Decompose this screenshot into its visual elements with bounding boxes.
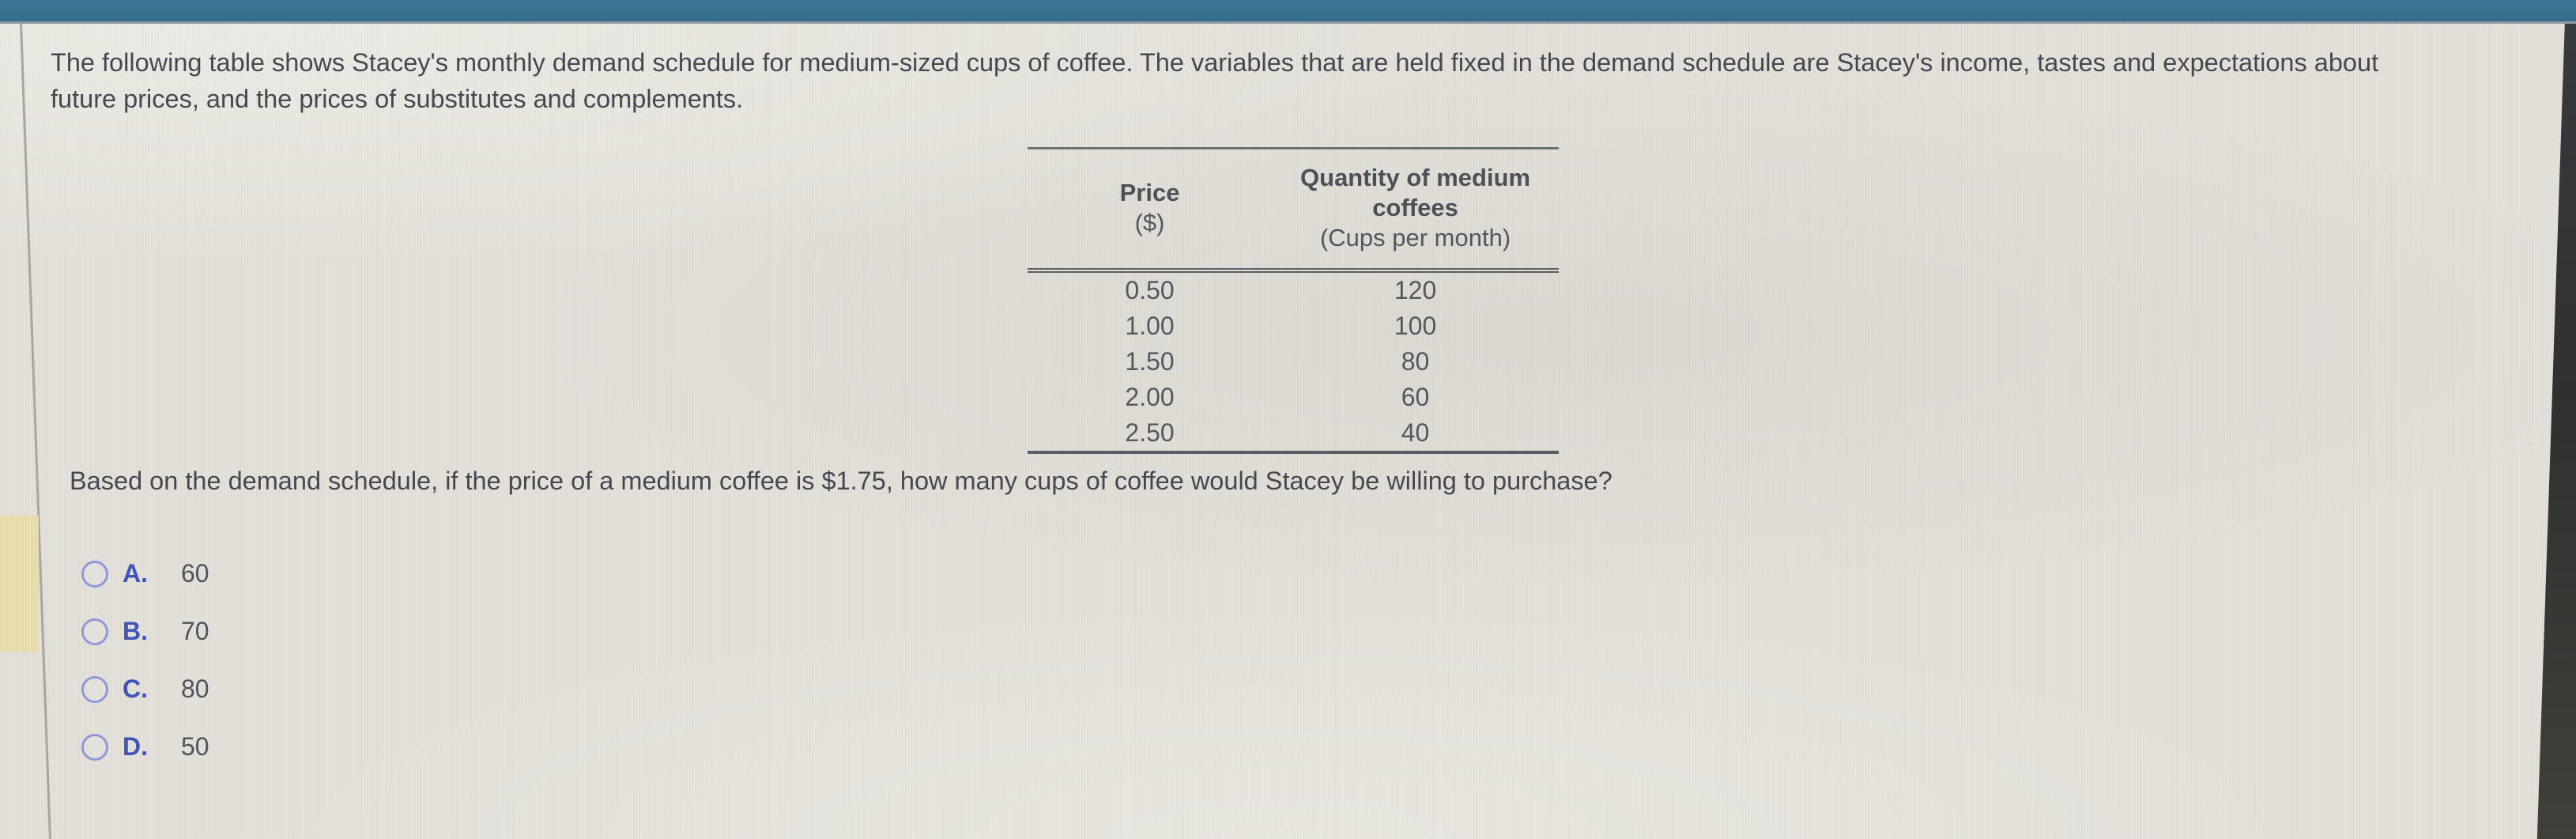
- table-row: 2.00 60: [1028, 380, 1559, 415]
- demand-schedule-table: Price ($) Quantity of medium coffees (Cu…: [1028, 147, 1559, 454]
- quantity-cell: 80: [1401, 347, 1430, 376]
- left-highlight-mark: [0, 516, 39, 652]
- price-cell: 2.50: [1125, 418, 1175, 447]
- price-header-unit: ($): [1134, 209, 1165, 236]
- option-d-value: 50: [181, 732, 209, 761]
- table-row: 1.00 100: [1028, 308, 1559, 344]
- panel-left-divider: [20, 23, 52, 839]
- quantity-column-header: Quantity of medium coffees (Cups per mon…: [1272, 148, 1559, 273]
- quantity-cell: 60: [1401, 383, 1430, 411]
- quantity-cell: 40: [1401, 418, 1430, 447]
- option-b-value: 70: [181, 617, 209, 645]
- table-row: 1.50 80: [1028, 344, 1559, 380]
- option-d-letter: D.: [123, 732, 148, 761]
- option-row-b: B. 70: [81, 603, 209, 660]
- question-prompt-text: Based on the demand schedule, if the pri…: [70, 467, 1612, 495]
- quantity-header-unit: (Cups per month): [1319, 224, 1511, 251]
- quantity-cell: 100: [1394, 312, 1437, 340]
- question-intro-text: The following table shows Stacey's month…: [51, 48, 2379, 113]
- option-b-letter: B.: [123, 617, 148, 645]
- quantity-cell: 120: [1394, 276, 1437, 304]
- price-header-label: Price: [1119, 179, 1180, 206]
- option-c-radio[interactable]: [81, 675, 108, 703]
- quantity-header-label-line1: Quantity of medium: [1300, 164, 1531, 191]
- price-column-header: Price ($): [1028, 148, 1273, 273]
- table-header-row: Price ($) Quantity of medium coffees (Cu…: [1028, 148, 1559, 273]
- price-cell: 1.00: [1125, 312, 1175, 340]
- question-panel: The following table shows Stacey's month…: [0, 23, 2576, 839]
- option-a-value: 60: [181, 559, 209, 588]
- price-cell: 2.00: [1125, 383, 1175, 411]
- option-c-value: 80: [181, 675, 209, 703]
- option-c-letter: C.: [123, 675, 148, 703]
- option-row-a: A. 60: [81, 545, 209, 603]
- option-d-radio[interactable]: [81, 733, 108, 761]
- option-a-letter: A.: [123, 559, 148, 588]
- table-row: 2.50 40: [1028, 415, 1559, 452]
- table-row: 0.50 120: [1028, 270, 1559, 308]
- option-row-c: C. 80: [81, 660, 209, 718]
- browser-top-bar: [0, 0, 2576, 24]
- option-a-radio[interactable]: [81, 560, 108, 588]
- price-cell: 0.50: [1125, 276, 1175, 304]
- quantity-header-label-line2: coffees: [1372, 194, 1458, 221]
- answer-options-list: A. 60 B. 70 C. 80 D. 50: [81, 545, 209, 776]
- price-cell: 1.50: [1125, 347, 1175, 376]
- option-row-d: D. 50: [81, 718, 209, 776]
- option-b-radio[interactable]: [81, 618, 108, 645]
